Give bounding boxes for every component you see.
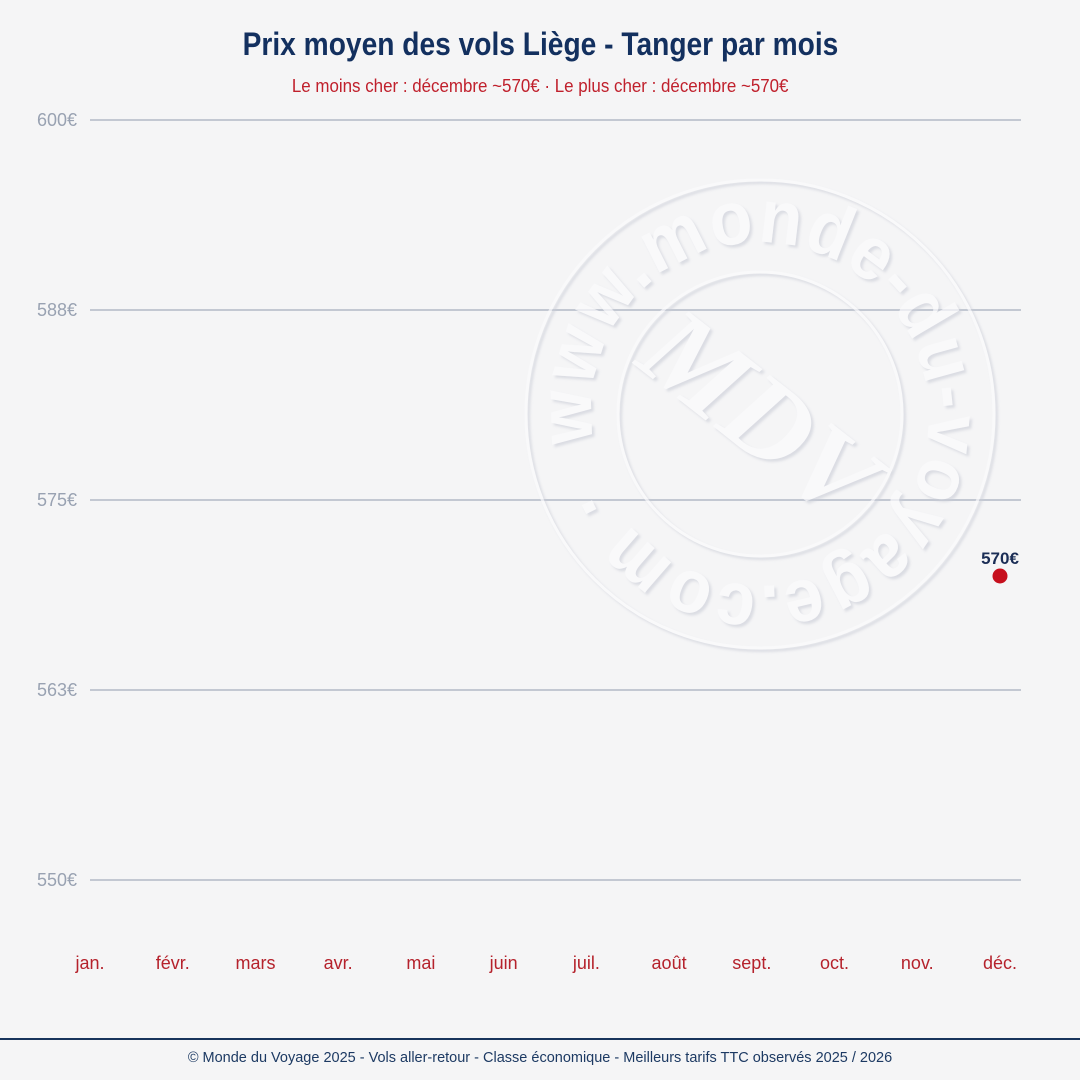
chart-subtitle: Le moins cher : décembre ~570€ · Le plus… [0, 74, 1080, 98]
x-axis-month-label: juin [489, 953, 518, 973]
footer-text: © Monde du Voyage 2025 - Vols aller-reto… [187, 1050, 893, 1066]
gridline [90, 499, 1021, 501]
x-axis-month-label: juil. [572, 953, 600, 973]
y-axis-tick-label: 550€ [36, 870, 77, 890]
x-axis-month-label: sept. [732, 953, 772, 973]
gridline [90, 879, 1021, 881]
x-axis-month-label: déc. [982, 953, 1018, 973]
y-axis-tick-label: 600€ [36, 110, 77, 130]
x-axis-month-label: mai [406, 953, 436, 973]
y-axis-tick-label: 563€ [36, 680, 77, 700]
data-point[interactable] [992, 568, 1008, 584]
gridline [90, 689, 1021, 691]
x-axis-month-label: oct. [820, 953, 850, 973]
x-axis-month-label: avr. [323, 953, 353, 973]
x-axis-month-label: août [651, 953, 687, 973]
gridline [90, 119, 1021, 121]
x-axis-month-label: mars [235, 953, 276, 973]
x-axis-month-label: nov. [900, 953, 934, 973]
gridline [90, 309, 1021, 311]
page-title-text: Prix moyen des vols Liège - Tanger par m… [242, 26, 838, 62]
footer-divider [0, 1038, 1080, 1040]
x-axis-month-label: jan. [75, 953, 105, 973]
page-title: Prix moyen des vols Liège - Tanger par m… [0, 24, 1080, 64]
x-axis-month-label: févr. [155, 953, 190, 973]
chart-subtitle-text: Le moins cher : décembre ~570€ · Le plus… [291, 76, 789, 96]
y-axis-tick-label: 575€ [36, 490, 77, 510]
data-point-value-label: 570€ [981, 549, 1019, 568]
y-axis-tick-label: 588€ [36, 300, 77, 320]
